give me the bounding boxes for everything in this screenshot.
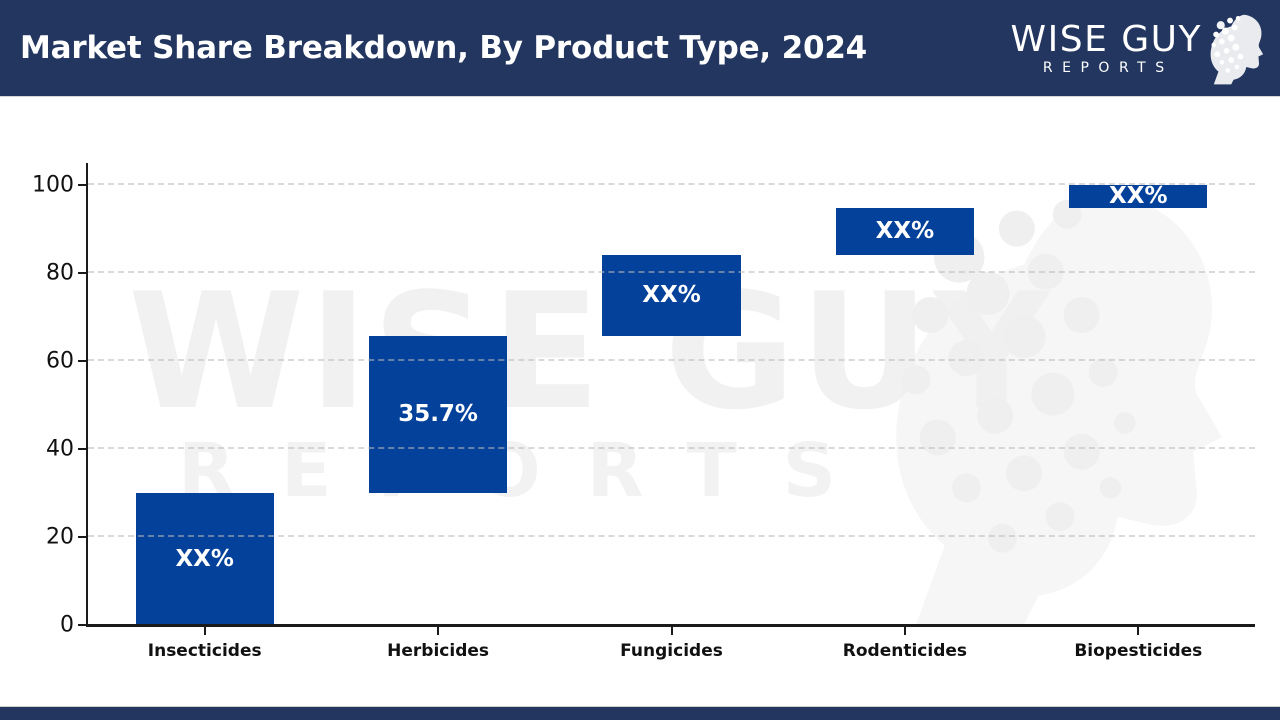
bar-insecticides: XX% [135,493,274,625]
bar-value-label: XX% [1109,183,1168,210]
bar-herbicides: 35.7% [369,335,508,493]
y-axis-line [86,163,88,626]
y-tick-mark [78,624,86,626]
page-title: Market Share Breakdown, By Product Type,… [20,30,868,66]
logo-text: WISE GUY REPORTS [1010,18,1203,77]
category-label-biopesticides: Biopesticides [1074,641,1203,661]
category-label-fungicides: Fungicides [620,641,723,661]
logo-reports-text: REPORTS [1042,60,1174,77]
y-tick-label-0: 0 [60,612,74,638]
bar-value-label: XX% [642,282,701,309]
gridline-60 [88,359,1255,361]
y-tick-mark [78,448,86,450]
category-label-insecticides: Insecticides [147,641,262,661]
wiseguy-logo: WISE GUY REPORTS [1011,6,1267,91]
bar-value-label: 35.7% [398,401,478,428]
logo-head-icon [1210,14,1264,84]
header-bar: Market Share Breakdown, By Product Type,… [0,0,1280,97]
category-label-rodenticides: Rodenticides [842,641,968,661]
gridline-100 [88,183,1255,185]
bar-rodenticides: XX% [835,207,974,255]
bar-fungicides: XX% [602,254,741,336]
gridline-20 [88,535,1255,537]
y-tick-mark [78,536,86,538]
bar-value-label: XX% [875,218,935,245]
footer-bar [0,706,1280,720]
plot-area: 0 20 40 60 80 100 XX% Insecticides 35.7% Herbicid… [32,163,1255,661]
y-tick-mark [78,360,86,363]
x-tick-mark [1137,627,1140,635]
y-tick-label-100: 100 [32,172,74,198]
x-tick-mark [903,627,906,635]
gridline-80 [88,271,1255,273]
x-tick-mark [203,627,206,635]
x-tick-mark [670,627,673,635]
logo-wordmark: WISE GUY [1010,18,1202,60]
y-tick-label-80: 80 [46,260,74,286]
y-tick-label-20: 20 [46,524,74,550]
gridline-40 [88,447,1255,449]
x-tick-mark [437,627,440,635]
y-tick-mark [78,272,86,274]
y-tick-label-60: 60 [46,348,74,374]
category-label-herbicides: Herbicides [387,641,490,661]
y-tick-label-40: 40 [46,436,74,462]
bar-value-label: XX% [175,546,234,572]
bar-biopesticides: XX% [1069,183,1208,210]
y-tick-mark [78,184,86,186]
x-axis-line [86,624,1255,627]
